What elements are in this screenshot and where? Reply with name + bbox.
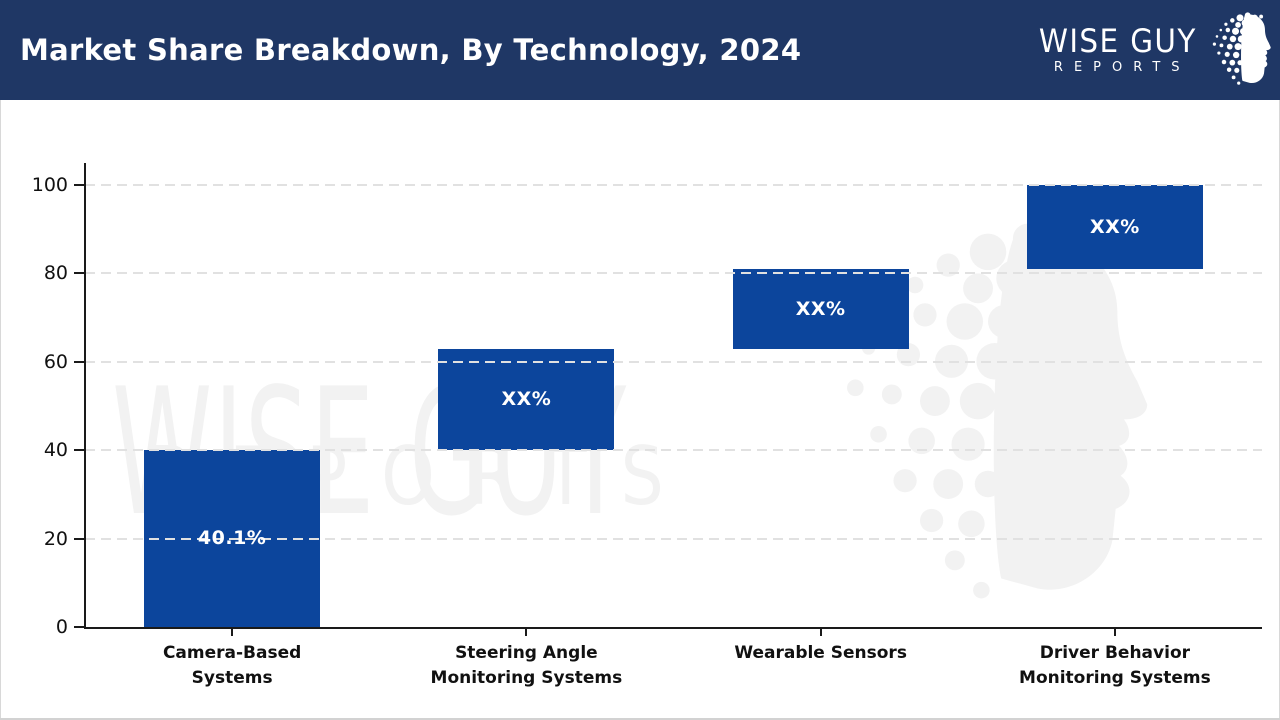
x-axis-tick xyxy=(231,629,234,636)
bar-value-label: XX% xyxy=(1089,215,1140,238)
y-axis-tick-label: 0 xyxy=(55,616,68,638)
bar-value-label: XX% xyxy=(795,297,846,320)
x-axis-category-label: Camera-Based Systems xyxy=(162,643,302,688)
y-axis-tick-label: 80 xyxy=(43,262,68,285)
y-axis-tick-label: 20 xyxy=(43,527,68,550)
bar-segment xyxy=(438,348,615,450)
x-axis-category-label: Steering Angle Monitoring Systems xyxy=(430,643,623,688)
y-axis-tick xyxy=(74,537,84,540)
gridline xyxy=(85,449,1262,452)
gridline xyxy=(85,272,1262,275)
x-axis-tick xyxy=(819,629,822,636)
logo-brand-name: WISE GUY xyxy=(1039,21,1198,60)
logo-brand-subtitle: REPORTS xyxy=(1053,60,1191,76)
bar-value-label: 40.1% xyxy=(197,527,267,550)
y-axis-tick xyxy=(74,360,84,363)
y-axis-tick xyxy=(74,449,84,452)
x-axis-line xyxy=(84,627,1262,629)
page-title: Market Share Breakdown, By Technology, 2… xyxy=(20,33,802,67)
bar-segment xyxy=(1026,185,1203,269)
x-axis-category-label: Wearable Sensors xyxy=(734,643,907,663)
wise-guy-reports-logo: WISE GUY REPORTS xyxy=(1032,6,1272,94)
y-axis-tick xyxy=(74,184,84,186)
x-axis-tick xyxy=(525,629,528,636)
y-axis-tick-label: 40 xyxy=(43,439,68,462)
gridline xyxy=(85,184,1262,186)
bar-value-label: XX% xyxy=(501,388,552,411)
y-axis-tick xyxy=(74,272,84,275)
gridline xyxy=(85,360,1262,363)
y-axis-tick-label: 60 xyxy=(43,350,68,373)
y-axis-tick xyxy=(74,626,84,628)
logo-text: WISE GUY REPORTS xyxy=(1032,21,1204,76)
x-axis-category-label: Driver Behavior Monitoring Systems xyxy=(1019,643,1211,688)
x-axis-tick xyxy=(1113,629,1116,636)
y-axis-line xyxy=(84,163,86,629)
header-bar: Market Share Breakdown, By Technology, 2… xyxy=(0,0,1280,100)
bar-segment xyxy=(732,268,909,349)
y-axis-tick-label: 100 xyxy=(31,174,68,196)
gridline xyxy=(85,537,1262,540)
